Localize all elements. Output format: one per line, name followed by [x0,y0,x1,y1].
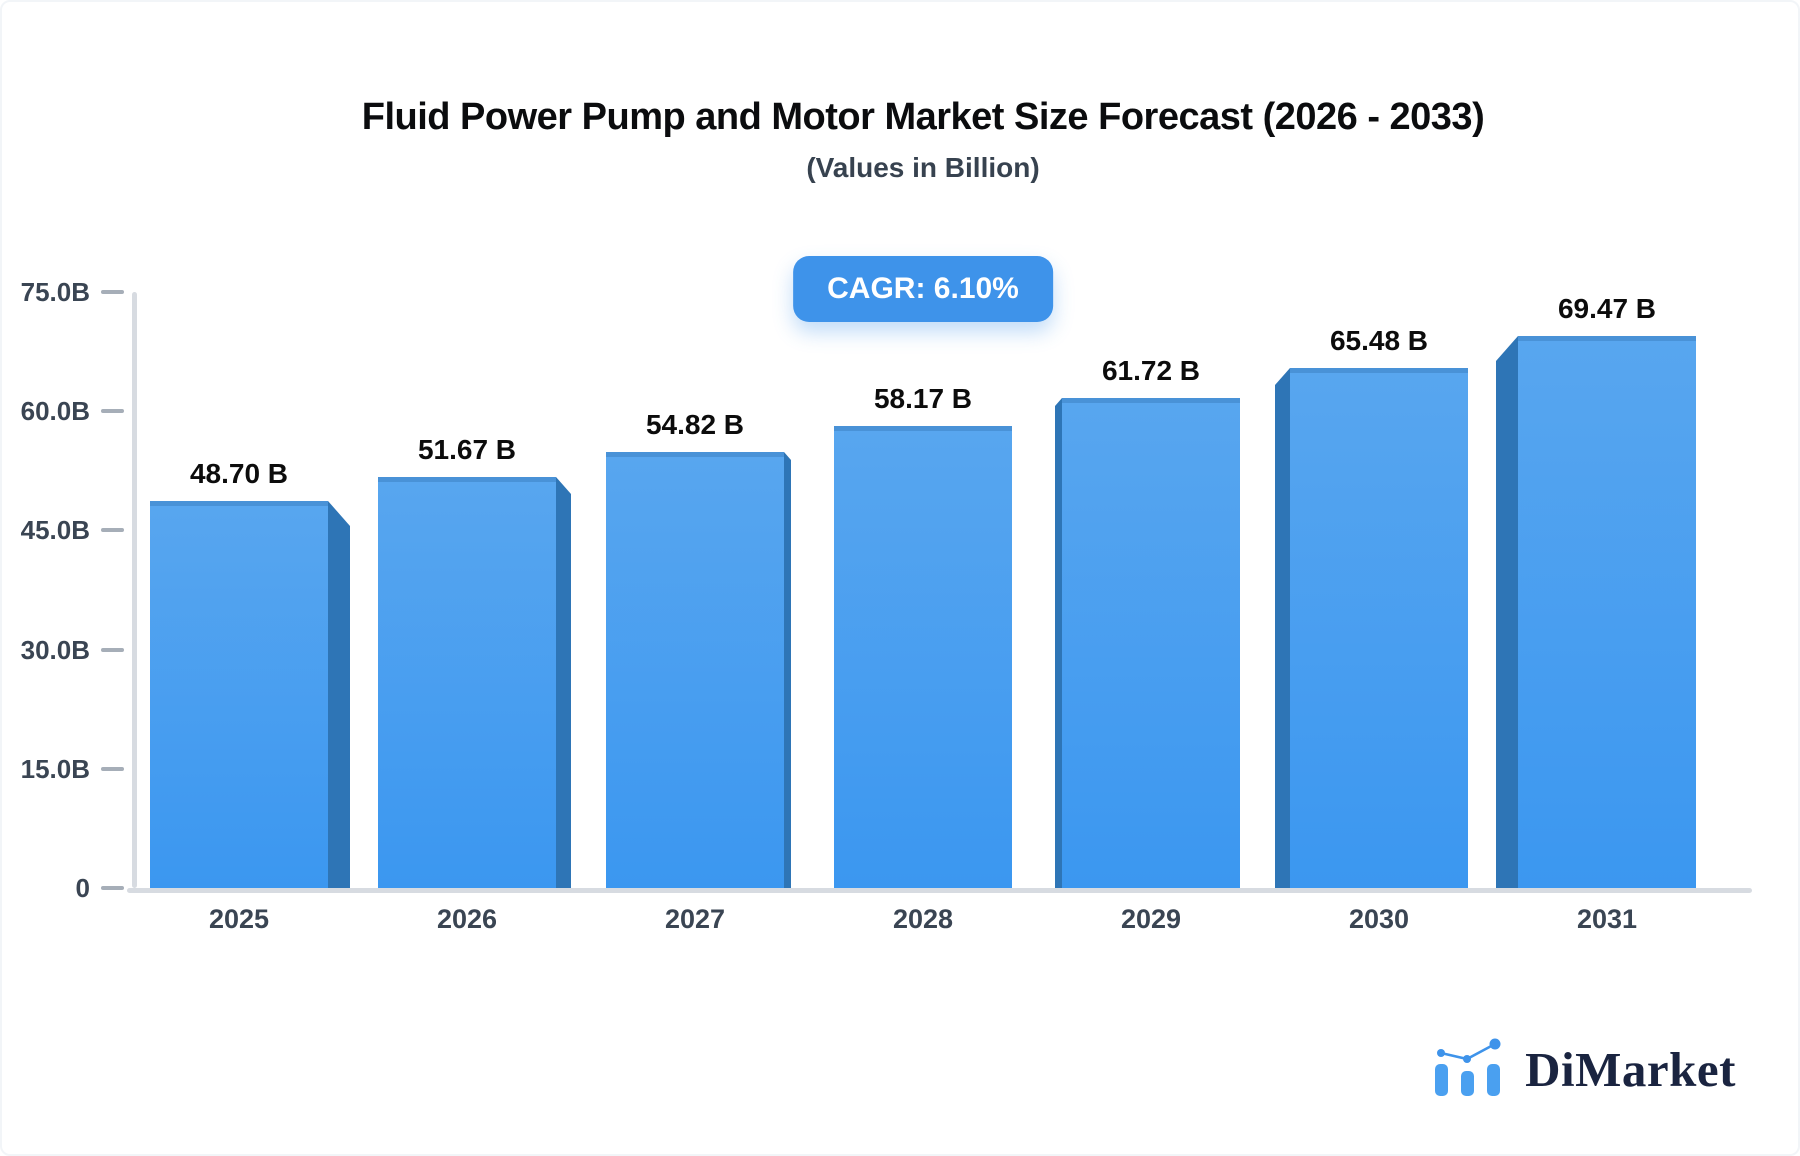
bar-2029 [1062,398,1240,888]
bar-value-2030: 65.48 B [1329,325,1429,356]
bar-side-2029 [1055,398,1062,888]
brand-logo: DiMarket [1429,1038,1736,1100]
brand-name: DiMarket [1525,1041,1736,1097]
x-label-2027: 2027 [664,904,726,934]
bar-2026 [378,477,556,888]
y-axis-line [132,292,137,888]
x-label-2031: 2031 [1576,904,1638,934]
y-tick-label: 75.0B [20,277,90,307]
y-tick-mark [101,409,124,414]
y-tick-mark [101,290,124,294]
cagr-badge: CAGR: 6.10% [793,256,1053,322]
y-tick-label: 0 [75,873,90,903]
bar-side-2030 [1275,368,1290,888]
bar-side-2025 [328,501,350,888]
y-tick-label: 45.0B [20,515,90,546]
bar-side-2027 [784,452,791,888]
bar-side-2031 [1496,336,1518,888]
x-label-2030: 2030 [1348,904,1410,934]
y-tick-mark [101,528,124,533]
chart-title: Fluid Power Pump and Motor Market Size F… [361,96,1485,138]
y-tick-label: 15.0B [20,753,90,784]
bar-value-2028: 58.17 B [873,383,973,414]
bar-value-2027: 54.82 B [645,409,745,440]
bar-side-2026 [556,477,571,888]
y-tick-label: 60.0B [20,396,90,427]
bar-value-2029: 61.72 B [1101,355,1201,386]
x-label-2025: 2025 [208,904,270,934]
dimarket-logo-icon [1435,1038,1501,1096]
y-tick-mark [101,647,124,652]
chart-subtitle: (Values in Billion) [806,152,1040,183]
bar-2030 [1290,368,1468,888]
x-label-2028: 2028 [892,904,954,934]
bar-2025 [150,501,328,888]
bar-2031 [1518,336,1696,888]
bar-2027 [606,452,784,888]
x-axis-line [127,888,1752,893]
x-label-2029: 2029 [1120,904,1182,934]
x-label-2026: 2026 [436,904,498,934]
y-tick-label: 30.0B [20,634,90,665]
bar-value-2026: 51.67 B [417,434,517,465]
bar-2028 [834,426,1012,888]
bar-value-2031: 69.47 B [1557,293,1657,324]
y-tick-mark [101,766,124,771]
y-tick-mark [101,886,124,890]
bar-value-2025: 48.70 B [189,458,289,489]
